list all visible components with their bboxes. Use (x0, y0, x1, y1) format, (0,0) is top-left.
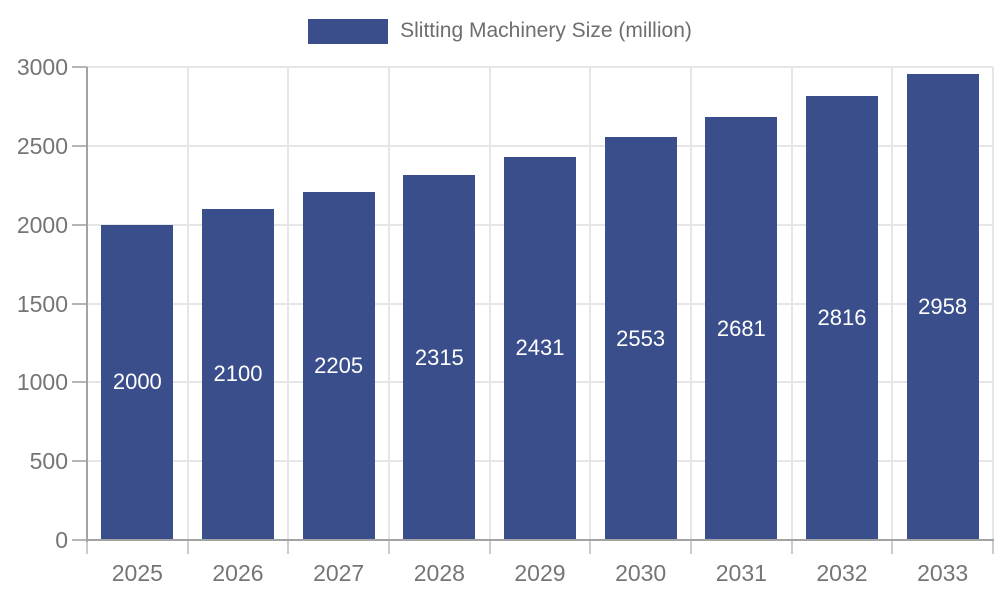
y-axis-tick-label: 1500 (16, 290, 68, 317)
legend-label: Slitting Machinery Size (million) (400, 19, 692, 42)
y-axis-tick (72, 223, 87, 226)
y-axis-tick (72, 381, 87, 384)
v-gridline (992, 67, 994, 540)
y-axis-tick-label: 1000 (16, 369, 68, 396)
y-axis-tick (72, 66, 87, 68)
bar-value-label: 2315 (414, 344, 464, 370)
x-axis-tick (287, 540, 290, 554)
bar (403, 175, 476, 540)
bar-value-label: 2000 (112, 369, 162, 395)
x-axis-tick-label: 2027 (313, 560, 365, 586)
x-axis-tick (86, 540, 88, 554)
bar (202, 208, 274, 540)
x-axis-tick-label: 2033 (917, 560, 969, 586)
x-axis-tick-label: 2025 (111, 560, 163, 586)
bar (504, 156, 576, 540)
bar (806, 96, 878, 540)
bar-value-label: 2958 (918, 293, 968, 319)
y-axis-tick-label: 3000 (16, 54, 68, 80)
y-axis-tick-label: 2500 (16, 132, 68, 159)
x-axis-tick (388, 540, 390, 554)
x-axis-tick (589, 540, 592, 554)
bar-value-label: 2431 (515, 335, 565, 361)
bar-value-label: 2681 (716, 315, 766, 341)
v-gridline (186, 67, 189, 540)
x-axis-tick (488, 540, 491, 554)
bar (101, 224, 174, 540)
x-axis-tick (690, 540, 692, 554)
v-gridline (690, 67, 692, 540)
y-axis-tick (72, 460, 87, 463)
y-axis-tick (72, 144, 87, 147)
x-axis-tick (790, 540, 793, 554)
x-axis-tick-label: 2029 (514, 560, 566, 586)
x-axis-tick-label: 2026 (212, 560, 264, 586)
bar-value-label: 2816 (817, 305, 867, 330)
y-axis-tick-label: 500 (29, 448, 68, 475)
x-axis-tick (992, 540, 994, 554)
legend-swatch (308, 18, 389, 44)
h-gridline (87, 66, 993, 68)
v-gridline (790, 67, 793, 540)
v-gridline (488, 67, 491, 540)
v-gridline (589, 67, 592, 540)
legend[interactable]: Slitting Machinery Size (million) (0, 14, 1000, 48)
y-axis-tick-label: 0 (55, 527, 68, 553)
bar (302, 192, 375, 540)
y-axis-tick-label: 2000 (16, 211, 68, 238)
bar-value-label: 2205 (314, 353, 364, 379)
v-gridline (388, 67, 390, 540)
v-gridline (287, 67, 290, 540)
x-axis-tick (186, 540, 189, 554)
x-axis-line (86, 539, 994, 541)
x-axis-tick-label: 2030 (615, 560, 667, 586)
x-axis-tick-label: 2031 (715, 560, 767, 586)
y-axis-line (86, 67, 88, 542)
bar-value-label: 2100 (213, 361, 263, 387)
x-axis-tick-label: 2032 (816, 560, 868, 586)
bar (906, 73, 979, 540)
bar (604, 137, 677, 540)
bar (705, 117, 778, 540)
y-axis-tick (72, 539, 87, 541)
x-axis-tick-label: 2028 (413, 560, 465, 586)
h-gridline (87, 144, 993, 147)
y-axis-tick (72, 302, 87, 305)
bar-value-label: 2553 (616, 325, 666, 351)
x-axis-tick (891, 540, 894, 554)
v-gridline (891, 67, 894, 540)
